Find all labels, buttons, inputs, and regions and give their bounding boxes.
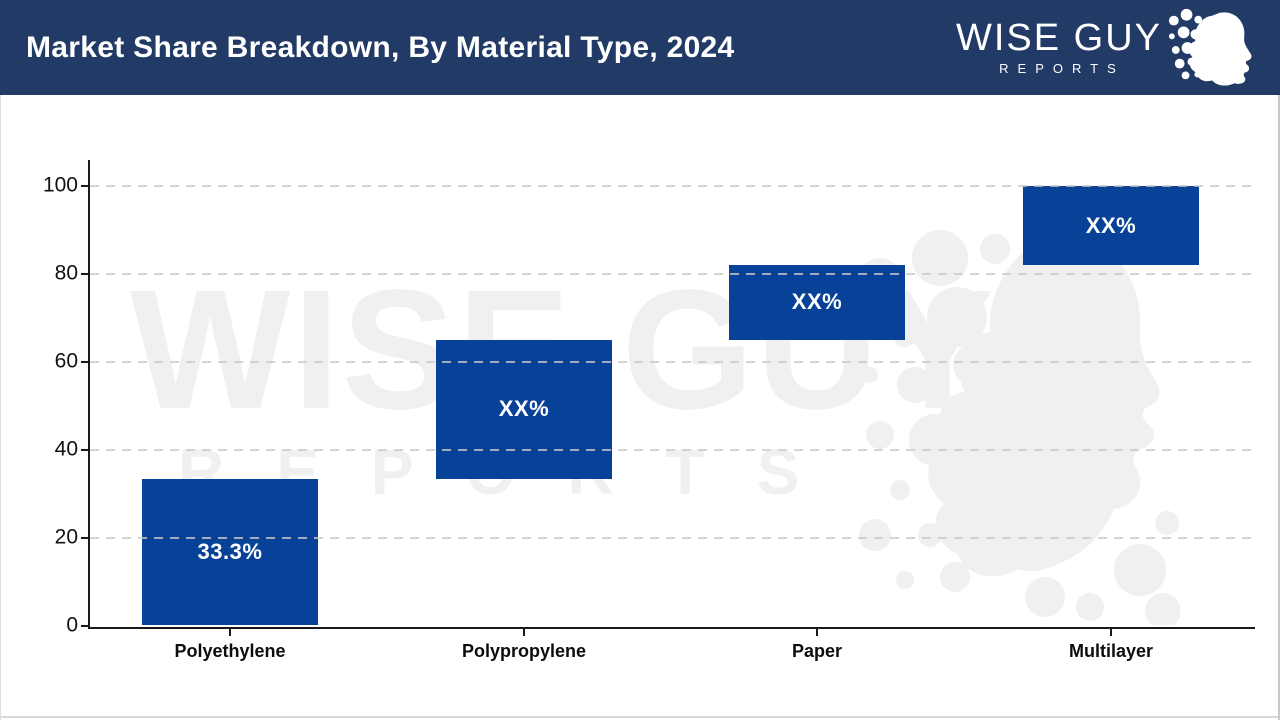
logo-wordmark: WISE GUY (955, 17, 1162, 59)
bar-value-label-polyethylene: 33.3% (197, 539, 263, 565)
x-axis-tick-polyethylene (229, 629, 231, 636)
y-axis-tick-label-80: 80 (54, 261, 78, 285)
bottom-rule (0, 716, 1280, 718)
page-title: Market Share Breakdown, By Material Type… (26, 30, 735, 64)
y-axis-tick-60 (81, 360, 88, 363)
x-axis-tick-polypropylene (523, 629, 525, 636)
y-axis-line (88, 160, 90, 629)
x-axis-tick-multilayer (1110, 629, 1112, 636)
gridline-40 (90, 448, 1253, 451)
category-label-polypropylene: Polypropylene (461, 641, 587, 661)
gridline-80 (90, 272, 1253, 275)
category-label-multilayer: Multilayer (1068, 641, 1154, 661)
bar-paper: XX% (729, 265, 905, 340)
watermark-head-profile-icon (858, 230, 1180, 625)
bar-value-label-multilayer: XX% (1085, 212, 1137, 238)
head-profile-logo-icon (1168, 8, 1252, 86)
y-axis-tick-label-0: 0 (66, 613, 78, 637)
y-axis-tick-label-40: 40 (54, 437, 78, 461)
wise-guy-logo: WISE GUY REPORTS (956, 8, 1254, 88)
y-axis-tick-40 (81, 448, 88, 451)
x-axis-line (88, 627, 1255, 629)
y-axis-tick-80 (81, 272, 88, 275)
category-label-paper: Paper (791, 641, 843, 661)
y-axis-tick-label-20: 20 (54, 525, 78, 549)
bar-value-label-polypropylene: XX% (498, 396, 550, 422)
bar-polypropylene: XX% (436, 339, 612, 480)
gridline-60 (90, 360, 1253, 363)
logo-text: WISE GUY REPORTS (956, 19, 1162, 76)
y-axis-tick-20 (81, 536, 88, 539)
bar-value-label-paper: XX% (791, 289, 843, 315)
y-axis-tick-label-100: 100 (42, 173, 78, 197)
bar-multilayer: XX% (1023, 186, 1199, 266)
logo-subtitle: REPORTS (999, 61, 1125, 76)
bar-polyethylene: 33.3% (142, 479, 318, 626)
category-label-polyethylene: Polyethylene (174, 641, 286, 661)
gridline-20 (90, 536, 1253, 539)
y-axis-tick-0 (81, 624, 88, 627)
header-bar: Market Share Breakdown, By Material Type… (0, 0, 1280, 95)
y-axis-tick-label-60: 60 (54, 349, 78, 373)
x-axis-tick-paper (816, 629, 818, 636)
y-axis-tick-100 (81, 185, 88, 187)
gridline-100 (90, 185, 1253, 187)
